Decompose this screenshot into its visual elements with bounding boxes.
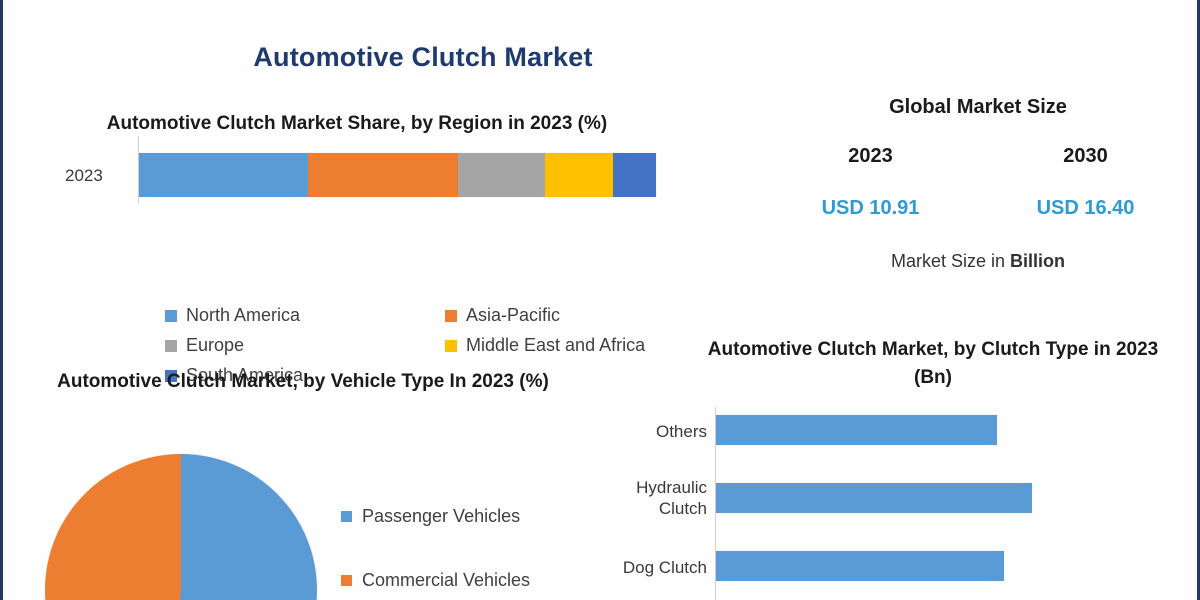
year-forecast-label: 2030: [1063, 145, 1108, 167]
region-segment-middle-east-and-africa[interactable]: [544, 152, 614, 197]
clutch-bar-others[interactable]: [716, 415, 997, 446]
legend-label: Middle East and Africa: [466, 335, 646, 355]
legend-swatch-icon: [341, 510, 352, 522]
clutch-bar-hydraulic-clutch[interactable]: [716, 483, 1032, 514]
value-base: USD 10.91: [821, 197, 920, 219]
clutch-type-chart: Automotive Clutch Market, by Clutch Type…: [603, 336, 1193, 600]
clutch-bar-dog-clutch[interactable]: [716, 551, 1004, 582]
clutch-type-chart-title: Automotive Clutch Market, by Clutch Type…: [707, 339, 1159, 388]
region-chart-title: Automotive Clutch Market Share, by Regio…: [106, 113, 608, 134]
region-segment-europe[interactable]: [457, 152, 545, 197]
clutch-row-others: Others: [603, 407, 1193, 469]
legend-swatch-icon: [165, 309, 177, 322]
legend-item-europe[interactable]: Europe: [165, 335, 445, 356]
region-chart-plot: 2023: [23, 135, 703, 208]
legend-label: Passenger Vehicles: [362, 505, 521, 526]
region-segment-south-america[interactable]: [613, 152, 656, 197]
legend-swatch-icon: [165, 369, 177, 382]
legend-item-passenger-vehicles[interactable]: Passenger Vehicles: [341, 484, 530, 548]
vehicle-type-legend: Passenger Vehicles Commercial Vehicles: [341, 484, 530, 600]
region-legend: North America Asia-Pacific Europe Middle…: [165, 305, 725, 395]
region-share-chart: Automotive Clutch Market Share, by Regio…: [23, 110, 703, 385]
page-title: Automotive Clutch Market: [253, 42, 593, 72]
global-market-size-values: USD 10.91 USD 16.40: [763, 197, 1193, 220]
legend-label: South America: [186, 365, 304, 385]
clutch-category-label: Others: [655, 422, 707, 442]
note-unit: Billion: [1010, 251, 1066, 271]
legend-label: North America: [186, 305, 301, 325]
vehicle-type-pie[interactable]: [45, 454, 317, 600]
legend-item-asia-pacific[interactable]: Asia-Pacific: [445, 305, 725, 326]
legend-label: Europe: [186, 335, 245, 355]
global-market-size-panel: Global Market Size 2023 2030 USD 10.91 U…: [763, 96, 1193, 272]
vehicle-type-chart-title: Automotive Clutch Market, by Vehicle Typ…: [57, 371, 549, 392]
region-segment-asia-pacific[interactable]: [308, 152, 458, 197]
market-size-unit-note: Market Size in Billion: [763, 251, 1193, 272]
legend-swatch-icon: [341, 574, 352, 586]
clutch-category-label: Dog Clutch: [622, 558, 707, 578]
note-prefix: Market Size in: [890, 251, 1011, 271]
clutch-category-label: Hydraulic Clutch: [636, 478, 707, 519]
clutch-row-hydraulic-clutch: Hydraulic Clutch: [603, 475, 1193, 537]
year-base-label: 2023: [848, 145, 893, 167]
legend-item-south-america[interactable]: South America: [165, 365, 445, 386]
legend-label: Commercial Vehicles: [362, 569, 531, 590]
region-category-label: 2023: [65, 165, 103, 185]
legend-item-middle-east-and-africa[interactable]: Middle East and Africa: [445, 335, 725, 356]
legend-swatch-icon: [445, 339, 457, 352]
legend-label: Asia-Pacific: [466, 305, 561, 325]
vehicle-type-chart: Automotive Clutch Market, by Vehicle Typ…: [23, 368, 643, 600]
clutch-type-plot: Others Hydraulic Clutch Dog Clutch: [603, 407, 1193, 600]
region-axis-line: [138, 135, 139, 204]
clutch-axis-line: [715, 407, 716, 600]
legend-item-commercial-vehicles[interactable]: Commercial Vehicles: [341, 548, 530, 600]
legend-item-north-america[interactable]: North America: [165, 305, 445, 326]
region-segment-north-america[interactable]: [139, 152, 309, 197]
global-market-size-years: 2023 2030: [763, 145, 1193, 168]
legend-swatch-icon: [445, 309, 457, 322]
global-market-size-title: Global Market Size: [889, 96, 1067, 118]
value-forecast: USD 16.40: [1036, 197, 1135, 219]
region-stacked-bar: [139, 152, 656, 197]
clutch-row-dog-clutch: Dog Clutch: [603, 543, 1193, 600]
legend-swatch-icon: [165, 339, 177, 352]
